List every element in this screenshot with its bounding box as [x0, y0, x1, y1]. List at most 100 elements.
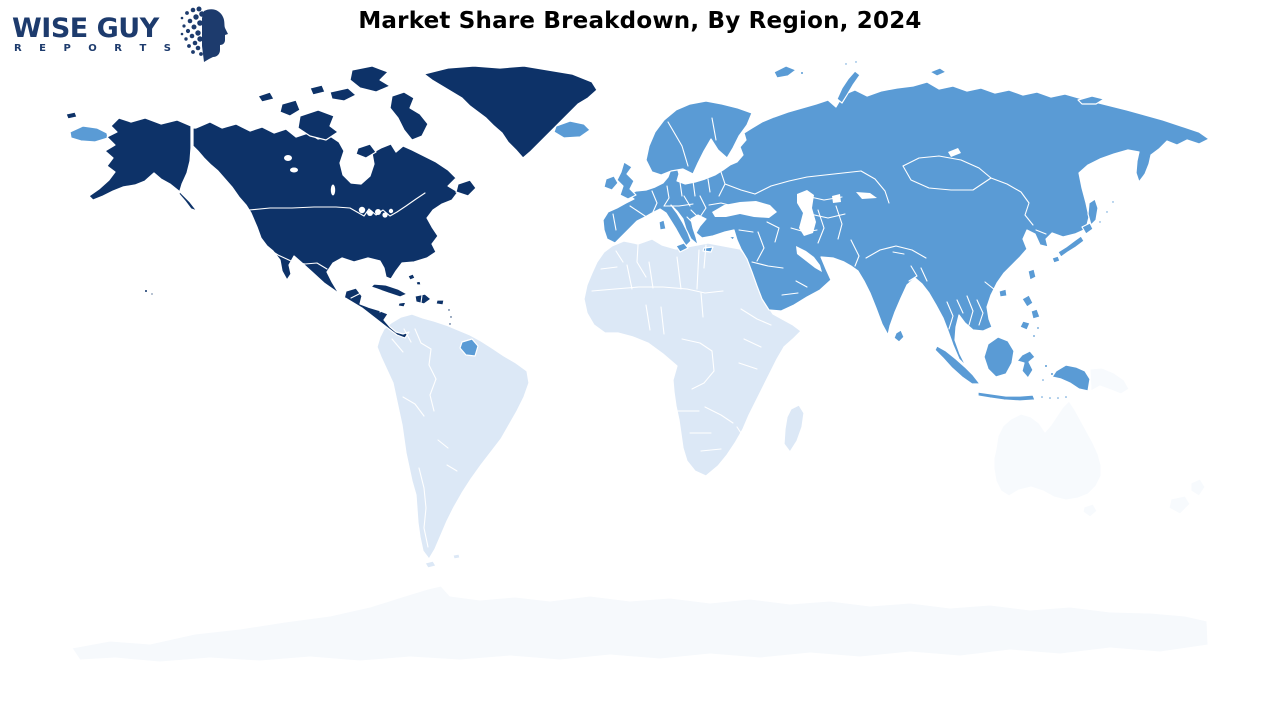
landmass-jamaica [397, 301, 407, 308]
border-iran-turkmenistan [790, 227, 818, 233]
landmass-novaya-zemlya [836, 70, 861, 104]
border-yemen-oman [781, 292, 799, 296]
border-spain-portugal [612, 213, 617, 231]
lake-erie [382, 212, 388, 218]
lake-winnipeg [330, 184, 336, 196]
hawaii-dot [143, 288, 149, 294]
landmass-new-zealand-north [1190, 478, 1206, 497]
border-indochina [956, 299, 964, 314]
landmass-iceland [553, 120, 591, 139]
landmass-crete [702, 246, 714, 253]
logo-text: WISE GUY R E P O R T S [12, 15, 178, 54]
border-europe-alps [663, 203, 694, 207]
border-central-america [368, 299, 375, 308]
border-europe [683, 195, 691, 207]
landmass-french-guiana [459, 338, 479, 357]
border-bangladesh [908, 265, 918, 282]
border-france-spain [629, 205, 649, 219]
island-dot [1111, 200, 1115, 204]
border-europe [708, 202, 734, 207]
lake-superior [358, 206, 366, 214]
landmass-sri-lanka [893, 329, 905, 343]
landmass-madagascar [783, 404, 805, 453]
landmass-greenland [423, 65, 598, 159]
landmass-new-zealand-south [1168, 495, 1191, 515]
border-paraguay [437, 439, 449, 449]
landmass-honshu [1057, 235, 1085, 258]
landmass-africa [583, 238, 802, 477]
border-europe [692, 180, 696, 197]
landmass-antarctica [71, 585, 1209, 663]
border-argentina-chile [418, 467, 429, 548]
landmass-arctic-islet [257, 91, 275, 103]
logo-wordmark: WISE GUY [12, 12, 159, 44]
border-us-canada [248, 192, 426, 217]
landmass-borneo [983, 336, 1015, 378]
logo-subtext: R E P O R T S [14, 42, 178, 54]
landmass-bahamas [415, 280, 422, 286]
landmass-newfoundland [455, 179, 477, 197]
landmass-philippines-palawan [1019, 320, 1031, 331]
landmass-arctic-islet [309, 84, 326, 96]
border-balkans [690, 209, 698, 217]
border-hispaniola [420, 294, 423, 304]
landmass-sicily [675, 242, 689, 253]
border-africa [648, 261, 654, 289]
landmass-bahamas [407, 273, 416, 281]
sea-persian-gulf [796, 246, 822, 272]
dotted-head-icon [180, 6, 228, 62]
border-africa [700, 448, 722, 452]
landmass-southampton [355, 143, 377, 159]
border-uruguay [446, 464, 458, 472]
landmass-eurasia-mainland [602, 81, 1210, 367]
border-sweden-finland [711, 117, 717, 141]
landmass-taiwan [1027, 268, 1037, 281]
border-central-america [389, 315, 395, 323]
landmass-banks-island [279, 99, 301, 117]
landmass-australia [993, 400, 1102, 501]
map-eurasia [69, 60, 1210, 402]
island-dot [1047, 396, 1052, 401]
border-himalaya [865, 245, 927, 259]
border-africa [660, 306, 665, 335]
lesser-antilles-dot [449, 315, 453, 319]
border-south-america [403, 328, 412, 343]
border-south-america [391, 338, 404, 353]
landmass-chukotka-west-wrap [69, 125, 109, 143]
border-europe [663, 185, 670, 207]
island-dot [799, 70, 805, 76]
landmass-philippines-visayas [1030, 308, 1041, 320]
border-africa [696, 249, 700, 290]
landmass-sardinia [658, 219, 667, 231]
landmass-svalbard [773, 65, 797, 79]
hawaii-dot [150, 292, 154, 296]
border-africa [645, 304, 651, 331]
border-africa [704, 406, 734, 424]
landmass-st-lawrence-island [65, 111, 78, 120]
island-dot [1035, 325, 1041, 331]
border-russia-china-amur [990, 177, 1034, 226]
landmass-sulawesi [1016, 350, 1036, 379]
border-africa [740, 308, 772, 326]
landmass-scandinavia [645, 100, 753, 176]
lesser-antilles-dot [447, 308, 451, 312]
border-indochina [966, 295, 974, 326]
landmass-sakhalin [1087, 198, 1099, 226]
landmass-falklands [452, 553, 461, 560]
landmass-cuba [370, 283, 408, 298]
island-dot [1040, 378, 1045, 383]
border-turkey-syria [738, 229, 754, 233]
border-peru-bolivia [402, 396, 425, 417]
lake-ontario [388, 208, 394, 214]
landmass-hainan [998, 288, 1008, 298]
lake-aral-sea [832, 194, 841, 203]
border-africa [686, 288, 724, 294]
border-saudi-north [751, 261, 784, 269]
border-russia-kazakhstan [754, 170, 862, 195]
island-dot [1063, 395, 1068, 400]
island-dot [1105, 210, 1109, 214]
landmass-north-america-mainland [192, 121, 459, 339]
landmass-ellesmere [349, 65, 391, 93]
border-africa-sahel [591, 286, 688, 292]
